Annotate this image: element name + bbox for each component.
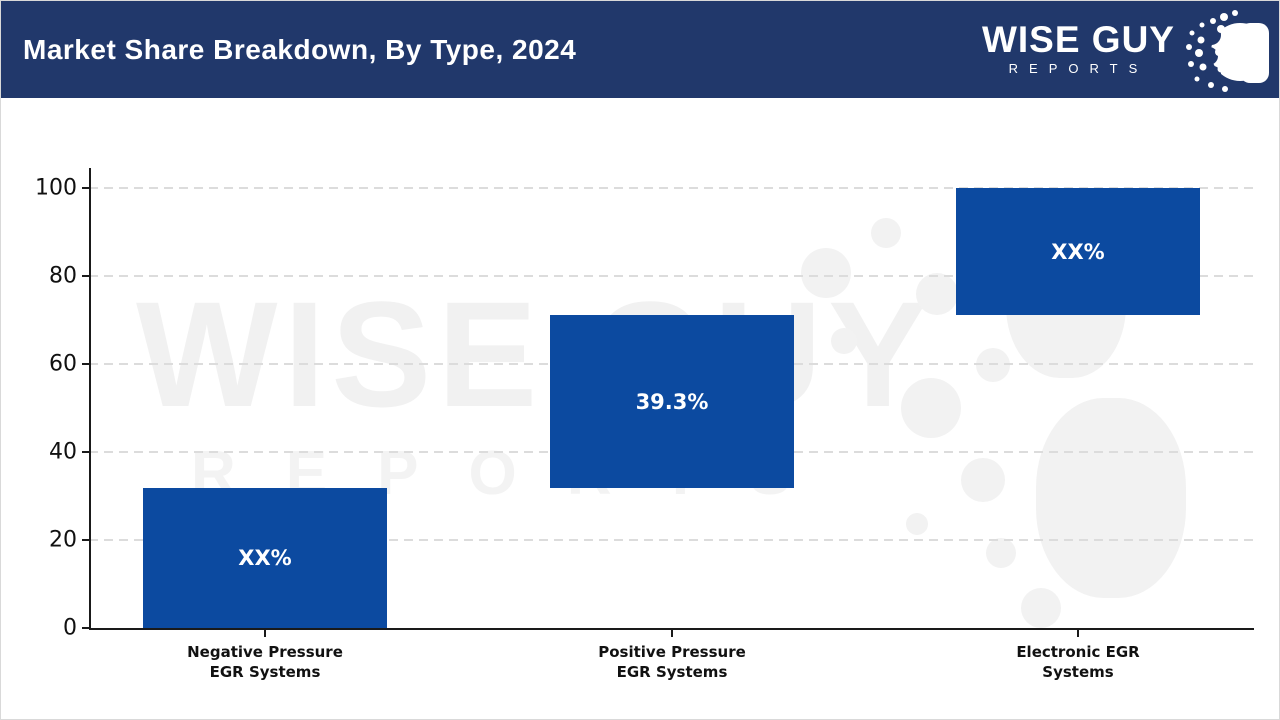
y-axis-line (89, 168, 91, 630)
header: Market Share Breakdown, By Type, 2024 WI… (1, 1, 1279, 98)
y-tick-label: 80 (49, 263, 77, 289)
gridline (89, 275, 1254, 277)
y-tick-mark (82, 363, 89, 365)
y-tick-label: 0 (63, 615, 77, 641)
gridline (89, 539, 1254, 541)
y-tick-mark (82, 539, 89, 541)
y-tick-label: 20 (49, 527, 77, 553)
logo-face-icon (1186, 10, 1269, 92)
bar-value-label: 39.3% (635, 389, 709, 414)
y-tick-label: 100 (35, 175, 77, 201)
chart-title: Market Share Breakdown, By Type, 2024 (23, 33, 577, 65)
y-tick-mark (82, 187, 89, 189)
bar-value-label: XX% (1051, 239, 1105, 264)
x-category-label: Positive Pressure EGR Systems (598, 643, 746, 681)
x-axis-line (89, 628, 1254, 630)
x-tick-mark (671, 630, 673, 637)
bar-value-label: XX% (238, 546, 292, 571)
brand-logo: WISE GUY REPORTS (982, 7, 1269, 93)
y-tick-label: 40 (49, 439, 77, 465)
x-tick-mark (264, 630, 266, 637)
y-tick-mark (82, 627, 89, 629)
x-tick-mark (1077, 630, 1079, 637)
gridline (89, 187, 1254, 189)
y-tick-label: 60 (49, 351, 77, 377)
x-category-label: Negative Pressure EGR Systems (187, 643, 343, 681)
logo-wordmark: WISE GUY REPORTS (981, 19, 1175, 77)
logo-wordmark-text: WISE GUY (981, 19, 1175, 60)
y-tick-mark (82, 451, 89, 453)
bar-segment: 39.3% (550, 315, 794, 489)
bar-segment: XX% (956, 188, 1200, 316)
x-category-label: Electronic EGR Systems (1016, 643, 1140, 681)
bar-segment: XX% (143, 488, 387, 628)
y-tick-mark (82, 275, 89, 277)
logo-subtitle-text: REPORTS (1008, 61, 1149, 76)
